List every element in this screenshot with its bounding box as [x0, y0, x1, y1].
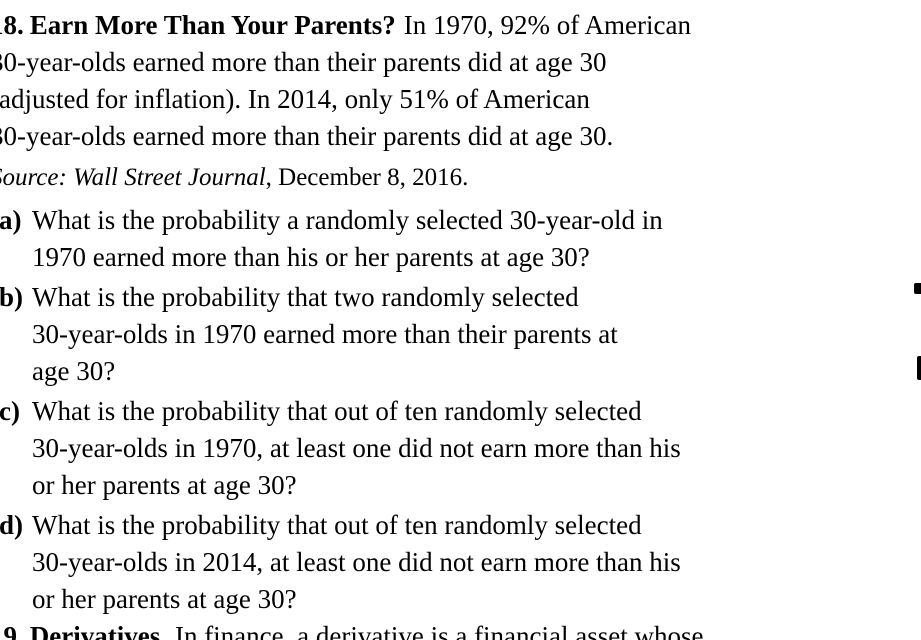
- part-d-line-3: or her parents at age 30?: [32, 584, 297, 614]
- problem-18-number: 18.: [0, 10, 24, 40]
- part-b-label: (b): [0, 282, 23, 312]
- part-a-text: What is the probability a randomly selec…: [32, 202, 890, 276]
- problem-19: 19. Derivatives. In finance, a derivative …: [0, 618, 890, 640]
- part-b-line-1: What is the probability that two randoml…: [32, 282, 579, 312]
- problem-19-number: 19.: [0, 621, 24, 640]
- part-a-line-1: What is the probability a randomly selec…: [32, 205, 663, 235]
- problem-18-intro-start: In 1970, 92% of American: [403, 10, 691, 40]
- text-column: 18.Earn More Than Your Parents?In 1970, …: [0, 7, 890, 640]
- part-d-line-1: What is the probability that out of ten …: [32, 510, 642, 540]
- part-b: (b) What is the probability that two ran…: [0, 279, 890, 390]
- source-citation-roman: , December 8, 2016.: [265, 164, 469, 191]
- problem-18-line-1: 18.Earn More Than Your Parents?In 1970, …: [0, 7, 890, 44]
- part-c-text: What is the probability that out of ten …: [32, 393, 890, 504]
- part-a: (a) What is the probability a randomly s…: [0, 202, 890, 276]
- part-b-line-3: age 30?: [32, 356, 116, 386]
- part-c-line-3: or her parents at age 30?: [32, 470, 297, 500]
- source-citation-italic: Source: Wall Street Journal: [0, 164, 266, 191]
- part-d-text: What is the probability that out of ten …: [32, 507, 890, 618]
- part-b-line-2: 30-year-olds in 1970 earned more than th…: [32, 319, 618, 349]
- part-d-label: (d): [0, 510, 23, 540]
- problem-19-title: Derivatives.: [29, 621, 167, 640]
- source-citation: Source: Wall Street Journal, December 8,…: [0, 159, 890, 196]
- problem-18-line-3: (adjusted for inflation). In 2014, only …: [0, 84, 590, 114]
- part-a-line-2: 1970 earned more than his or her parents…: [32, 242, 590, 272]
- part-c-line-2: 30-year-olds in 1970, at least one did n…: [32, 433, 681, 463]
- part-a-label: (a): [0, 205, 22, 235]
- problem-18-line-2: 30-year-olds earned more than their pare…: [0, 47, 607, 77]
- part-d-line-2: 30-year-olds in 2014, at least one did n…: [32, 547, 681, 577]
- problem-18: 18.Earn More Than Your Parents?In 1970, …: [0, 7, 890, 155]
- part-c: (c) What is the probability that out of …: [0, 393, 890, 504]
- part-d: (d) What is the probability that out of …: [0, 507, 890, 618]
- cropped-glyph-fragment: [917, 356, 921, 380]
- problem-18-line-4: 30-year-olds earned more than their pare…: [0, 121, 614, 151]
- part-c-label: (c): [0, 396, 20, 426]
- problem-19-intro-start: In finance, a derivative is a financial …: [174, 621, 704, 640]
- part-c-line-1: What is the probability that out of ten …: [32, 396, 642, 426]
- part-b-text: What is the probability that two randoml…: [32, 279, 890, 390]
- problem-18-title: Earn More Than Your Parents?: [29, 10, 396, 40]
- cropped-glyph-fragment: [914, 283, 921, 294]
